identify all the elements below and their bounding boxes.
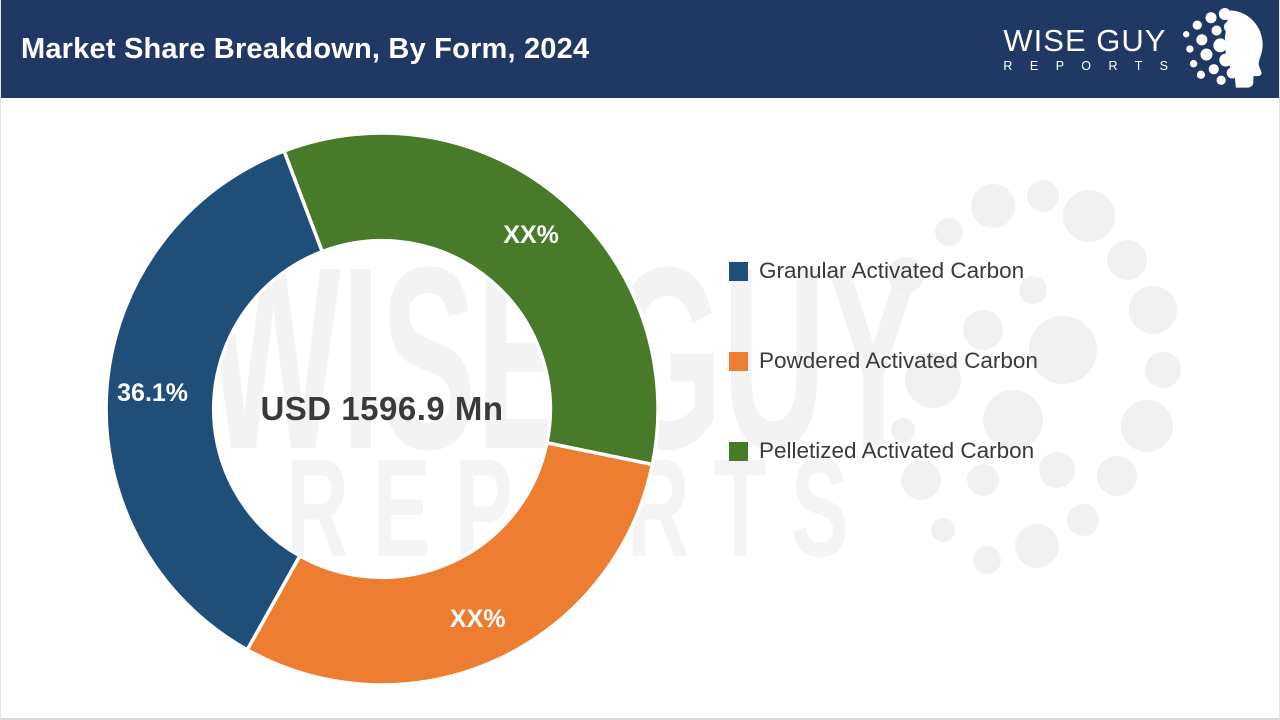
wise-guy-logo: WISE GUY R E P O R T S bbox=[1003, 5, 1273, 93]
donut-segment-2[interactable] bbox=[104, 149, 324, 652]
logo-name: WISE GUY bbox=[1003, 23, 1167, 59]
legend-item-powdered[interactable]: Powdered Activated Carbon bbox=[729, 348, 1038, 374]
legend-label: Granular Activated Carbon bbox=[759, 258, 1025, 283]
chart-center-value: USD 1596.9 Mn bbox=[260, 390, 504, 427]
slice-label-2: 36.1% bbox=[117, 379, 188, 407]
donut-segment-1[interactable] bbox=[245, 441, 655, 687]
donut-segment-0[interactable] bbox=[282, 131, 660, 467]
legend-label: Pelletized Activated Carbon bbox=[759, 438, 1035, 463]
legend-label: Powdered Activated Carbon bbox=[759, 348, 1038, 373]
logo-head-icon bbox=[1182, 8, 1263, 88]
header-bar: Market Share Breakdown, By Form, 2024 WI… bbox=[1, 0, 1279, 98]
watermark-head-dots bbox=[888, 180, 1181, 574]
slice-label-1: XX% bbox=[450, 605, 506, 633]
legend-item-pelletized[interactable]: Pelletized Activated Carbon bbox=[729, 438, 1038, 464]
logo-text: WISE GUY R E P O R T S bbox=[1003, 25, 1175, 73]
legend-swatch-granular bbox=[729, 261, 748, 281]
slice-label-0: XX% bbox=[503, 221, 559, 249]
chart-area: WISE GUY R E P O R T S X bbox=[1, 98, 1279, 718]
page-title: Market Share Breakdown, By Form, 2024 bbox=[21, 32, 590, 65]
legend-swatch-powdered bbox=[729, 351, 748, 371]
donut-chart: WISE GUY R E P O R T S X bbox=[104, 131, 1181, 687]
legend-item-granular[interactable]: Granular Activated Carbon bbox=[729, 258, 1038, 284]
legend-swatch-pelletized bbox=[729, 441, 748, 461]
logo-tagline: R E P O R T S bbox=[1003, 59, 1175, 74]
chart-legend: Granular Activated Carbon Powdered Activ… bbox=[729, 258, 1038, 464]
